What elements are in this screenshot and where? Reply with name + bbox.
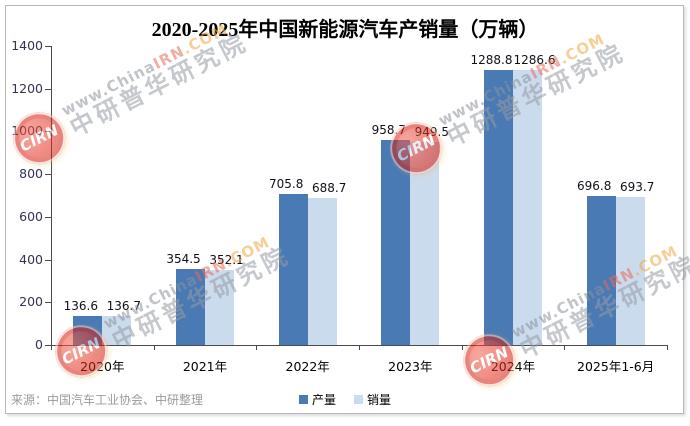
legend-label-sales: 销量 [367,393,392,407]
y-tick-mark [45,88,51,90]
y-tick-mark [45,174,51,176]
x-category-label: 2020年 [80,359,125,374]
bar-production-2022年 [278,194,308,345]
y-tick-label: 1400 [11,38,43,53]
production-color-swatch [298,395,308,404]
x-tick-mark [256,345,258,350]
x-category-label: 2024年 [490,359,536,374]
x-tick-mark [461,345,463,350]
value-label: 696.8 [576,179,612,194]
x-category-label: 2025年1-6月 [577,359,655,374]
x-category-label: 2021年 [182,359,228,374]
x-tick-mark [51,345,52,350]
x-tick-mark [564,345,566,350]
value-label: 354.5 [166,252,201,267]
x-tick-mark [667,345,668,350]
value-label: 705.8 [268,177,304,192]
y-tick-mark [45,259,51,261]
bar-sales-2021年 [205,269,234,345]
y-tick-label: 1200 [11,80,43,96]
value-label: 688.7 [311,180,347,195]
y-tick-label: 800 [19,166,43,182]
y-tick-label: 1000 [11,123,43,139]
value-label: 693.7 [619,179,655,194]
bar-sales-2024年 [513,70,542,345]
value-label: 949.5 [414,125,449,140]
value-label: 1286.6 [513,53,556,68]
bar-production-2023年 [381,140,411,345]
bar-sales-2025年1-6月 [615,196,645,345]
x-tick-mark [153,345,155,350]
bar-production-2025年1-6月 [586,196,616,345]
bar-production-2024年 [484,69,513,345]
y-tick-mark [45,131,51,133]
source-note: 来源：中国汽车工业协会、中研整理 [11,393,204,407]
sales-color-swatch [354,395,363,404]
y-tick-label: 0 [35,337,43,352]
y-tick-label: 600 [19,208,43,224]
bar-production-2021年 [176,269,205,345]
bar-sales-2020年 [102,315,132,345]
chart-title: 2020-2025年中国新能源汽车产销量（万辆） [151,19,539,41]
y-tick-label: 200 [19,294,43,310]
x-tick-mark [359,345,360,350]
bar-production-2020年 [73,315,103,345]
x-category-label: 2023年 [388,359,433,374]
bar-sales-2023年 [410,142,440,345]
value-label: 352.1 [209,252,244,267]
x-category-label: 2022年 [285,359,330,374]
value-label: 136.6 [63,298,98,313]
y-tick-label: 400 [19,251,43,267]
y-tick-mark [45,46,51,47]
y-tick-mark [45,302,51,304]
y-tick-mark [45,216,51,218]
value-label: 136.7 [106,298,141,313]
legend-label-production: 产量 [311,393,336,407]
value-label: 1288.8 [470,52,513,67]
legend: 产量 销量 [298,391,391,408]
legend-item-production: 产量 [298,391,336,408]
legend-item-sales: 销量 [354,391,391,408]
bar-sales-2022年 [307,197,337,345]
